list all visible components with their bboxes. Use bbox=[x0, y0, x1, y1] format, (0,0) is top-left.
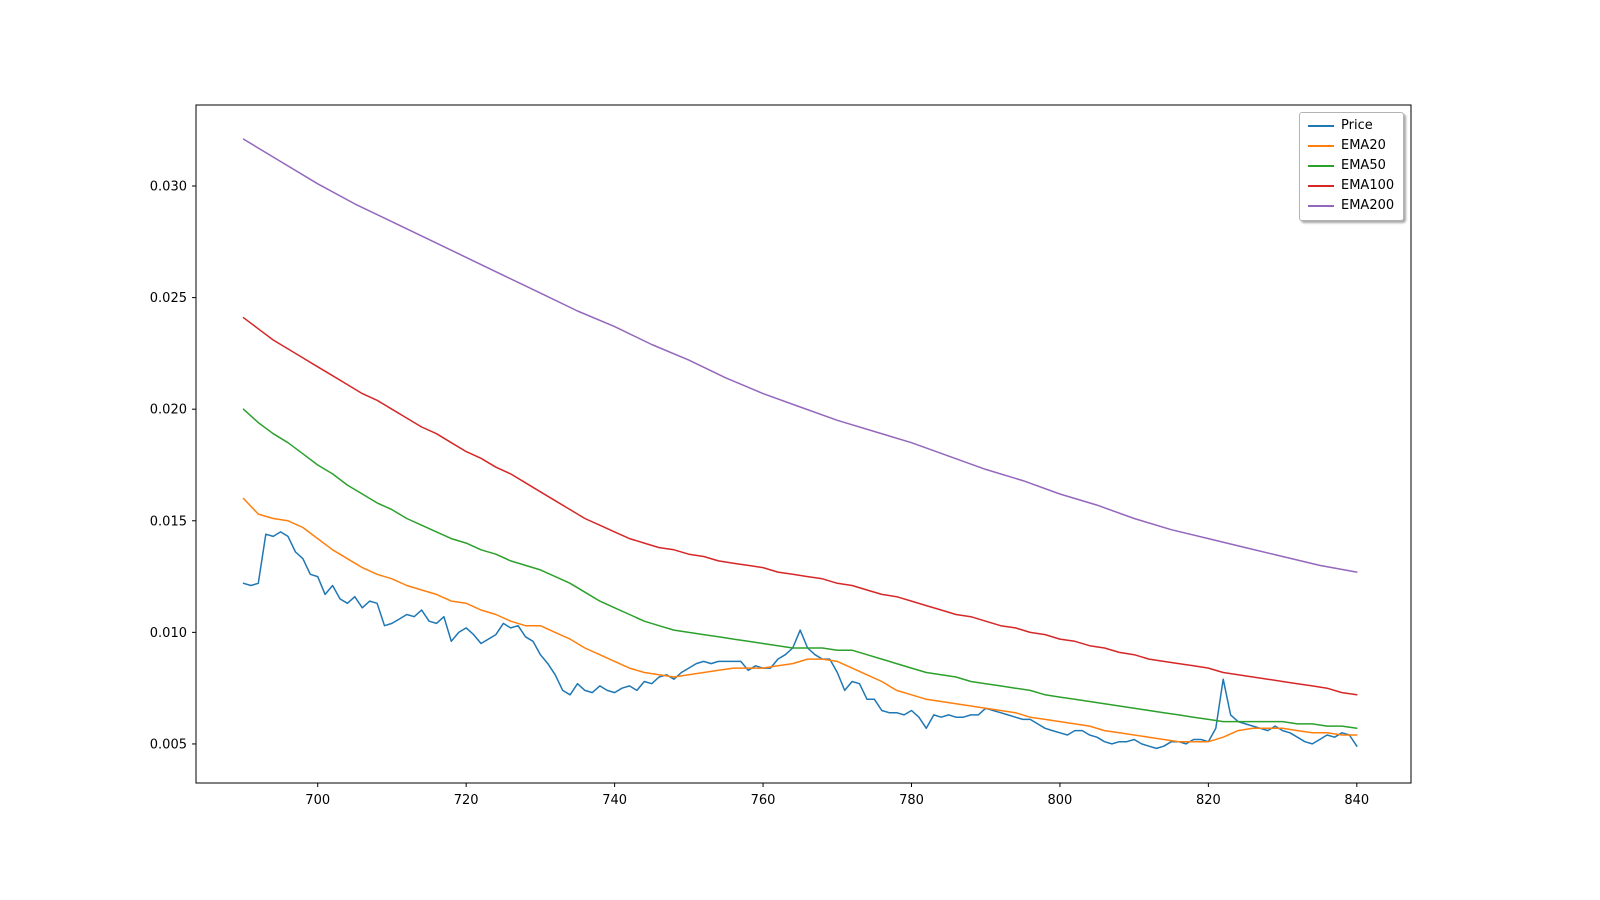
y-tick-label: 0.005 bbox=[150, 737, 187, 752]
legend: Price EMA20 EMA50 EMA100 EMA200 bbox=[1299, 112, 1405, 221]
y-tick-label: 0.020 bbox=[150, 403, 187, 418]
y-tick-label: 0.025 bbox=[150, 291, 187, 306]
legend-line-sample-price bbox=[1308, 125, 1334, 127]
legend-label-ema100: EMA100 bbox=[1341, 178, 1395, 193]
y-tick-label: 0.030 bbox=[150, 180, 187, 195]
legend-line-sample-ema100 bbox=[1308, 185, 1334, 187]
legend-label-ema50: EMA50 bbox=[1341, 158, 1386, 173]
legend-item-ema20: EMA20 bbox=[1308, 138, 1394, 154]
legend-line-sample-ema20 bbox=[1308, 145, 1334, 147]
legend-item-ema50: EMA50 bbox=[1308, 158, 1394, 174]
x-tick-label: 840 bbox=[1344, 793, 1369, 808]
series-line-ema20 bbox=[242, 497, 1358, 743]
plot-border bbox=[195, 104, 1412, 784]
legend-line-sample-ema200 bbox=[1308, 205, 1334, 207]
x-tick-label: 780 bbox=[899, 793, 924, 808]
series-line-ema100 bbox=[242, 316, 1358, 696]
legend-label-ema200: EMA200 bbox=[1341, 198, 1395, 213]
series-line-price bbox=[242, 531, 1358, 750]
x-tick-label: 700 bbox=[305, 793, 330, 808]
x-tick-label: 720 bbox=[454, 793, 479, 808]
legend-label-ema20: EMA20 bbox=[1341, 138, 1386, 153]
x-tick-label: 740 bbox=[602, 793, 627, 808]
x-tick-label: 760 bbox=[751, 793, 776, 808]
x-tick-label: 820 bbox=[1196, 793, 1221, 808]
series-line-ema50 bbox=[242, 408, 1358, 730]
legend-label-price: Price bbox=[1341, 118, 1373, 133]
legend-item-ema200: EMA200 bbox=[1308, 198, 1394, 214]
x-tick-label: 800 bbox=[1048, 793, 1073, 808]
y-tick-label: 0.010 bbox=[150, 626, 187, 641]
legend-line-sample-ema50 bbox=[1308, 165, 1334, 167]
legend-item-price: Price bbox=[1308, 118, 1394, 134]
series-line-ema200 bbox=[242, 138, 1358, 573]
y-tick-label: 0.015 bbox=[150, 514, 187, 529]
legend-item-ema100: EMA100 bbox=[1308, 178, 1394, 194]
